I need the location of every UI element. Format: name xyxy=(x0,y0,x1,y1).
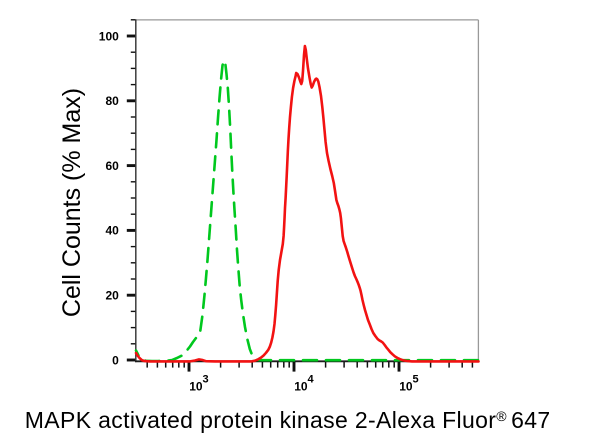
svg-text:Cell Counts (% Max): Cell Counts (% Max) xyxy=(58,88,86,317)
svg-text:MAPK activated protein kinase: MAPK activated protein kinase 2-Alexa Fl… xyxy=(25,407,551,433)
svg-text:20: 20 xyxy=(105,289,119,303)
svg-text:100: 100 xyxy=(99,29,119,43)
svg-text:60: 60 xyxy=(105,159,119,173)
svg-text:80: 80 xyxy=(105,94,119,108)
svg-text:40: 40 xyxy=(105,224,119,238)
svg-text:0: 0 xyxy=(112,353,119,367)
